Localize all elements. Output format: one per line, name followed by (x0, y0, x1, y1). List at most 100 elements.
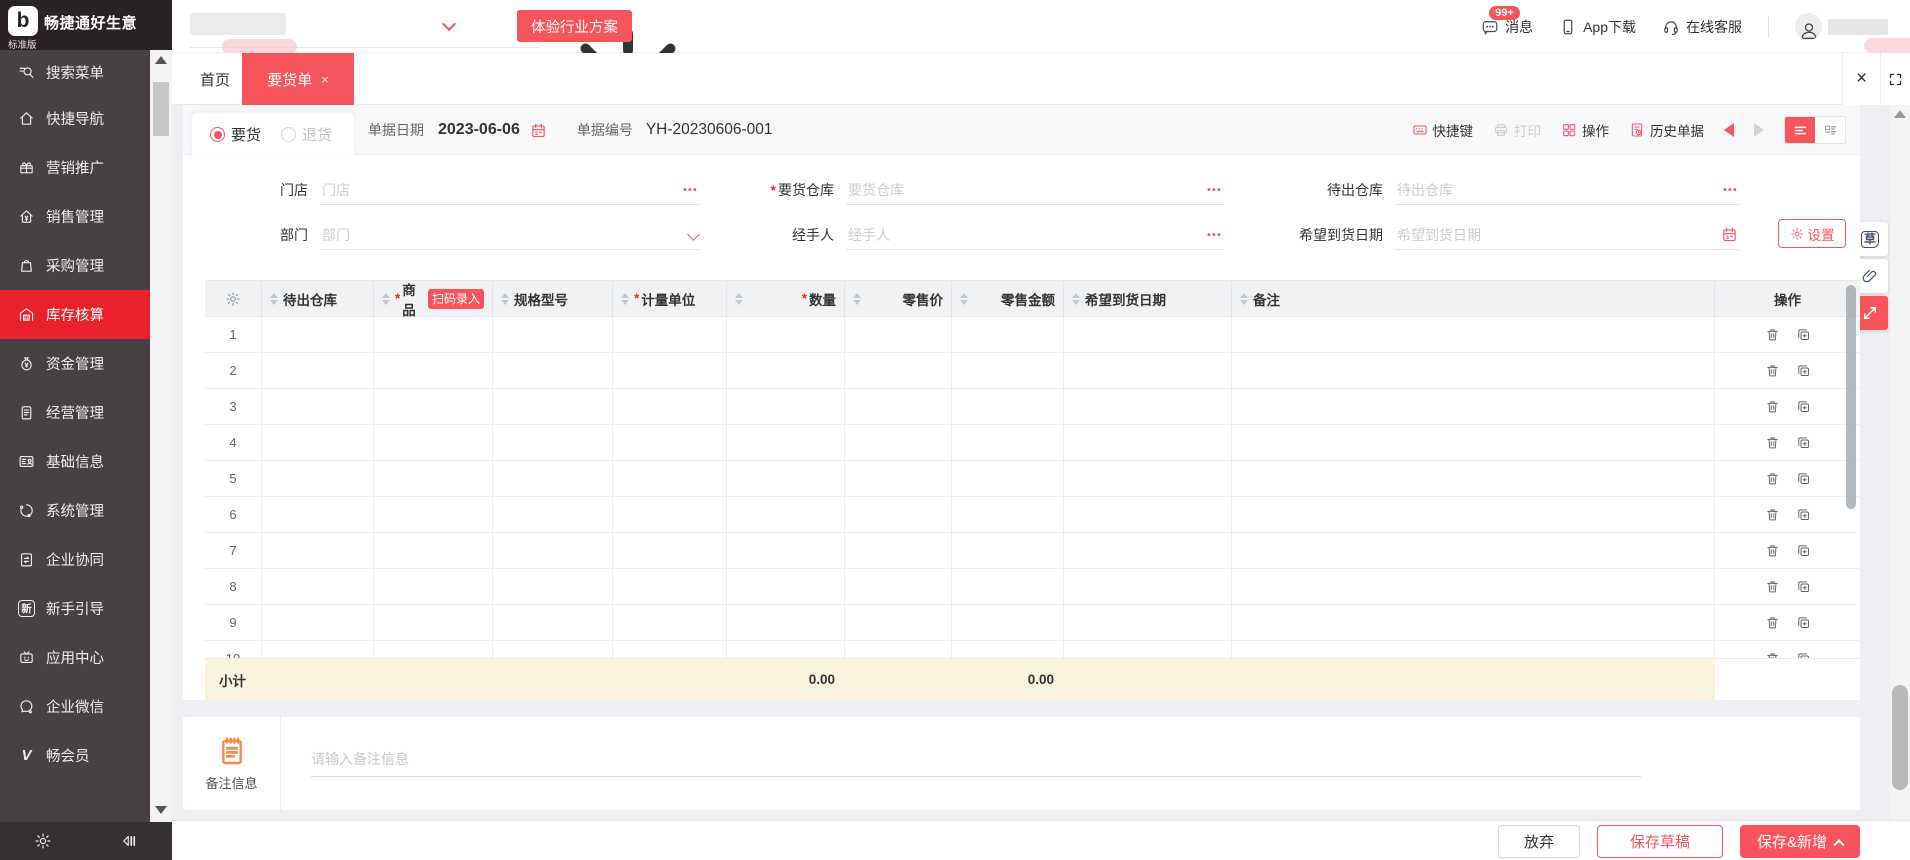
department-input[interactable] (320, 226, 700, 243)
cell-retail-amount[interactable] (952, 497, 1064, 532)
trash-icon[interactable] (1765, 579, 1780, 594)
cell-spec-model[interactable] (493, 641, 613, 658)
cell-retail-amount[interactable] (952, 533, 1064, 568)
cell-retail-price[interactable] (845, 425, 952, 460)
header-retail-amount[interactable]: 零售金额 (952, 281, 1064, 316)
cell-spec-model[interactable] (493, 317, 613, 352)
sort-icons[interactable] (270, 292, 278, 305)
cell-quantity[interactable] (727, 497, 845, 532)
tab-want-order[interactable]: 要货单 × (242, 53, 354, 105)
cell-expected-date[interactable] (1064, 389, 1232, 424)
header-unit[interactable]: * 计量单位 (613, 281, 727, 316)
save-and-new-button[interactable]: 保存&新增 (1740, 825, 1860, 858)
sidebar-item-purchase[interactable]: 采购管理 (0, 241, 152, 290)
cell-retail-amount[interactable] (952, 353, 1064, 388)
cell-product[interactable] (374, 389, 493, 424)
cell-remark[interactable] (1232, 389, 1715, 424)
scrollbar-thumb[interactable] (1892, 685, 1908, 790)
cell-retail-price[interactable] (845, 317, 952, 352)
cell-product[interactable] (374, 461, 493, 496)
discard-button[interactable]: 放弃 (1498, 825, 1580, 858)
cell-unit[interactable] (613, 569, 727, 604)
copy-plus-icon[interactable] (1796, 363, 1811, 378)
cell-unit[interactable] (613, 641, 727, 658)
copy-plus-icon[interactable] (1796, 435, 1811, 450)
sort-icons[interactable] (501, 292, 509, 305)
cell-quantity[interactable] (727, 569, 845, 604)
notes-input[interactable] (311, 741, 1641, 776)
cell-product[interactable] (374, 605, 493, 640)
tab-close-icon[interactable]: × (321, 71, 329, 87)
card-view-button[interactable] (1815, 117, 1845, 143)
sidebar-item-sales[interactable]: 销售管理 (0, 192, 152, 241)
cell-remark[interactable] (1232, 317, 1715, 352)
print-button[interactable]: 打印 (1493, 120, 1541, 140)
cell-retail-amount[interactable] (952, 425, 1064, 460)
cell-spec-model[interactable] (493, 497, 613, 532)
cell-spec-model[interactable] (493, 461, 613, 496)
cell-expected-date[interactable] (1064, 425, 1232, 460)
cell-retail-amount[interactable] (952, 317, 1064, 352)
sidebar-scrollbar[interactable] (150, 50, 172, 822)
cell-spec-model[interactable] (493, 569, 613, 604)
cell-remark[interactable] (1232, 497, 1715, 532)
topbar-gear-icon[interactable] (478, 16, 498, 36)
settings-button[interactable]: 设置 (1778, 219, 1846, 248)
cell-expected-date[interactable] (1064, 533, 1232, 568)
header-quantity[interactable]: * 数量 (727, 281, 845, 316)
collapse-sidebar-button[interactable] (86, 832, 172, 850)
trash-icon[interactable] (1765, 327, 1780, 342)
sort-icons[interactable] (960, 292, 968, 305)
cell-out-warehouse[interactable] (262, 389, 374, 424)
copy-plus-icon[interactable] (1796, 579, 1811, 594)
sidebar-item-system[interactable]: 系统管理 (0, 486, 152, 535)
copy-plus-icon[interactable] (1796, 615, 1811, 630)
table-scrollbar-thumb[interactable] (1846, 285, 1856, 509)
cell-out-warehouse[interactable] (262, 605, 374, 640)
sidebar-item-collaboration[interactable]: 企业协同 (0, 535, 152, 584)
cell-quantity[interactable] (727, 389, 845, 424)
cell-retail-price[interactable] (845, 641, 952, 658)
handler-input[interactable] (846, 226, 1224, 243)
cell-quantity[interactable] (727, 317, 845, 352)
header-product[interactable]: * 商品 扫码录入 (374, 281, 493, 318)
cell-remark[interactable] (1232, 569, 1715, 604)
header-expected-date[interactable]: 希望到货日期 (1064, 281, 1232, 316)
history-orders-button[interactable]: 历史单据 (1629, 120, 1704, 140)
copy-plus-icon[interactable] (1796, 471, 1811, 486)
cell-product[interactable] (374, 425, 493, 460)
sort-icons[interactable] (1240, 292, 1248, 305)
app-download-button[interactable]: App下载 (1559, 17, 1636, 37)
cell-retail-price[interactable] (845, 533, 952, 568)
copy-plus-icon[interactable] (1796, 399, 1811, 414)
cell-out-warehouse[interactable] (262, 425, 374, 460)
ellipsis-icon[interactable] (1723, 180, 1738, 198)
cell-retail-price[interactable] (845, 497, 952, 532)
sort-icons[interactable] (1072, 292, 1080, 305)
cell-quantity[interactable] (727, 533, 845, 568)
cell-quantity[interactable] (727, 641, 845, 658)
cell-remark[interactable] (1232, 605, 1715, 640)
cell-quantity[interactable] (727, 605, 845, 640)
scroll-down-icon[interactable] (155, 806, 167, 814)
next-record-icon[interactable] (1754, 123, 1764, 137)
expected-date-input[interactable] (1395, 226, 1740, 243)
cell-out-warehouse[interactable] (262, 353, 374, 388)
cell-expected-date[interactable] (1064, 569, 1232, 604)
cell-expected-date[interactable] (1064, 353, 1232, 388)
page-scrollbar[interactable] (1890, 105, 1910, 860)
want-warehouse-input[interactable] (846, 181, 1224, 198)
cell-product[interactable] (374, 497, 493, 532)
trash-icon[interactable] (1765, 507, 1780, 522)
sidebar-item-newbie-guide[interactable]: 新 新手引导 (0, 584, 152, 633)
scrollbar-thumb[interactable] (153, 82, 169, 136)
cell-retail-price[interactable] (845, 389, 952, 424)
cell-remark[interactable] (1232, 353, 1715, 388)
cell-quantity[interactable] (727, 461, 845, 496)
sort-icons[interactable] (853, 292, 861, 305)
header-spec-model[interactable]: 规格型号 (493, 281, 613, 316)
column-settings-header[interactable] (205, 281, 262, 316)
cell-expected-date[interactable] (1064, 461, 1232, 496)
sidebar-item-inventory[interactable]: 库存核算 (0, 290, 152, 339)
cell-product[interactable] (374, 353, 493, 388)
